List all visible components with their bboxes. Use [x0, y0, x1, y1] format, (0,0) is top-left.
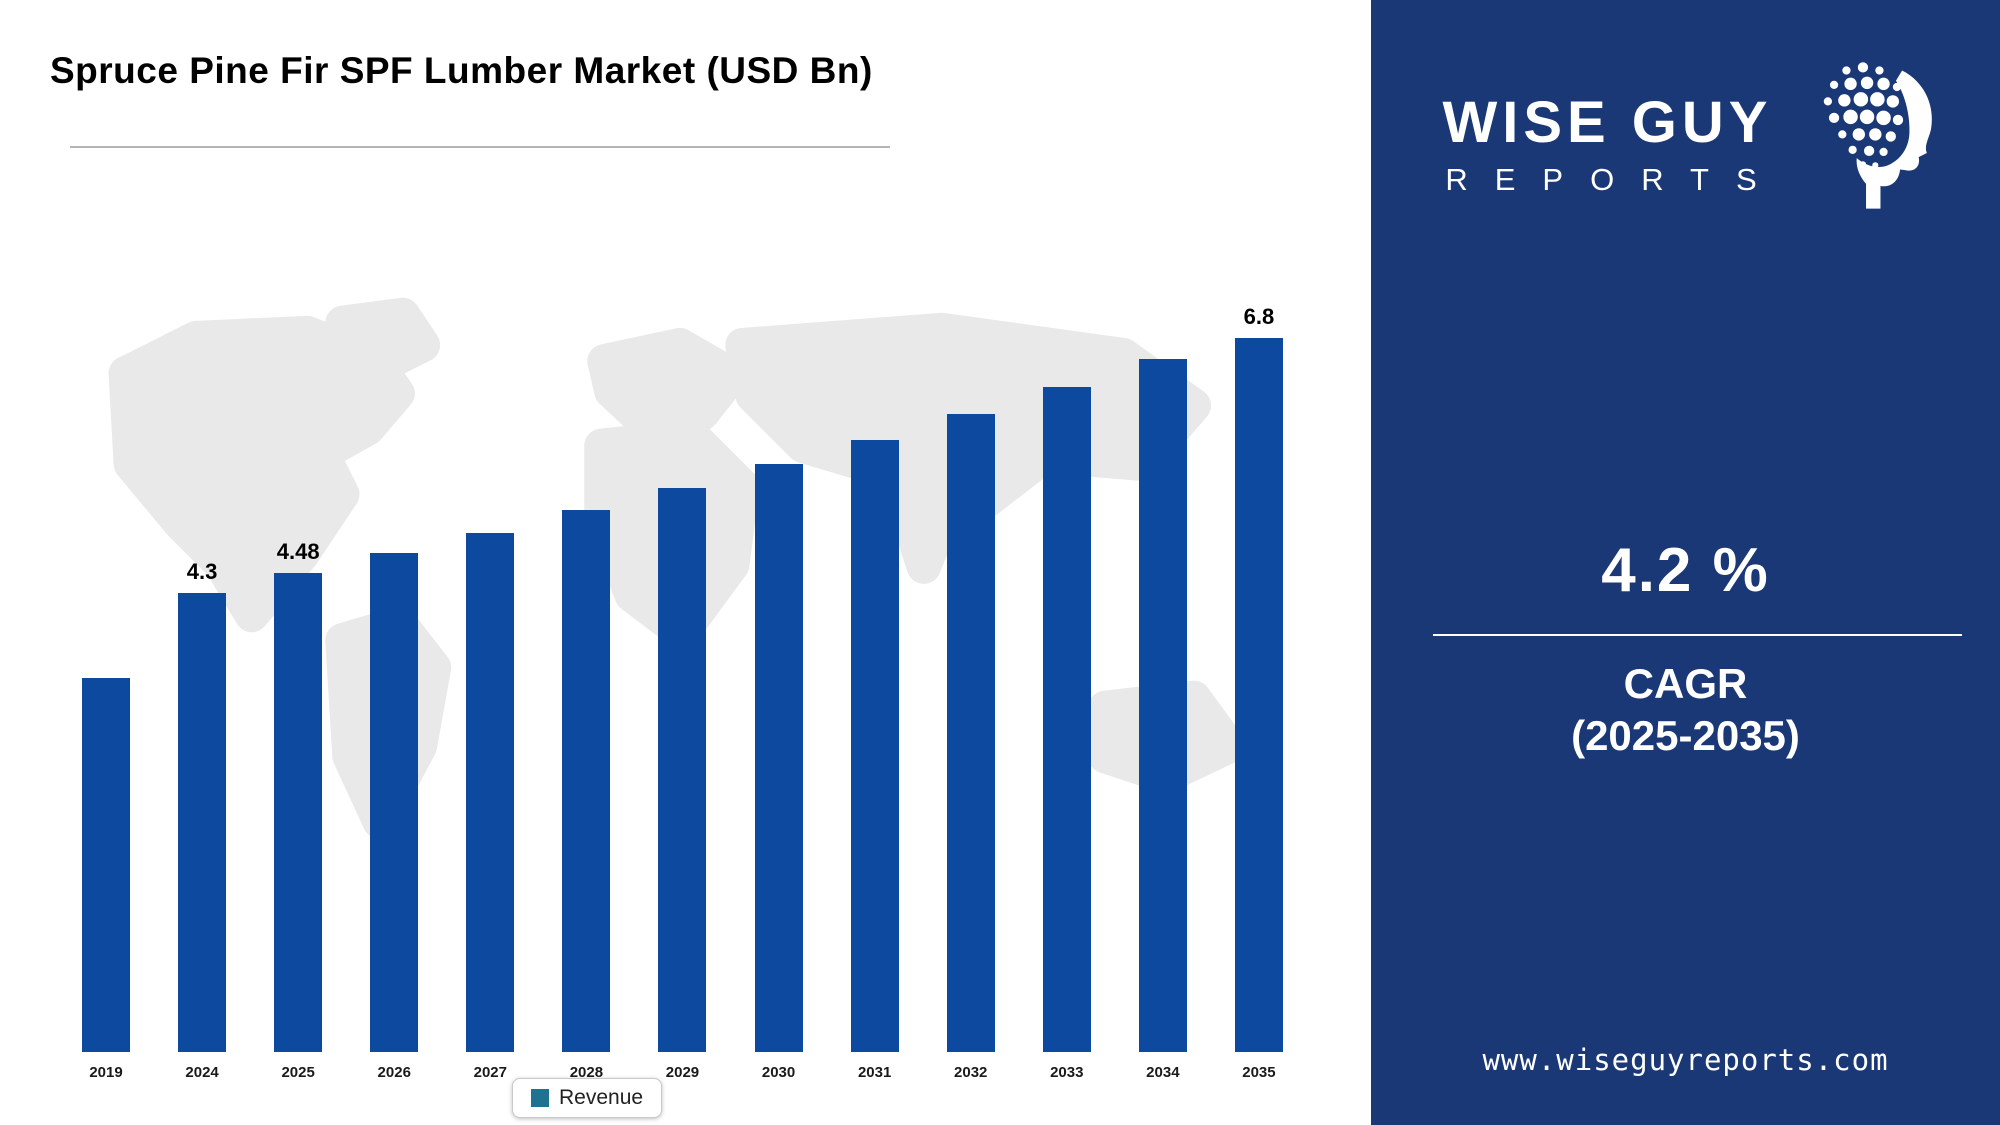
bar-2030 — [754, 464, 803, 1052]
cagr-value: 4.2 % — [1601, 536, 1770, 605]
x-axis-label-2028: 2028 — [569, 1064, 604, 1081]
legend-label-revenue: Revenue — [559, 1086, 644, 1109]
x-axis-label-2029: 2029 — [665, 1064, 700, 1081]
cagr-divider — [1433, 634, 1962, 636]
x-axis-label-2031: 2031 — [857, 1064, 892, 1081]
bar-slot-2035: 6.8 2035 — [1228, 304, 1290, 1081]
bar-slot-2030: 2030 — [748, 304, 810, 1081]
chart-legend: Revenue — [512, 1078, 663, 1118]
website-url: www.wiseguyreports.com — [1482, 1043, 1889, 1077]
cagr-range: (2025-2035) — [1571, 712, 1800, 759]
bar-slot-2025: 4.48 2025 — [267, 304, 329, 1081]
x-axis-label-2025: 2025 — [281, 1064, 315, 1081]
title-divider — [70, 146, 890, 148]
chart-title: Spruce Pine Fir SPF Lumber Market (USD B… — [50, 50, 873, 91]
cagr-panel: WISE GUY REPORTS 4.2 % CAGR (2025-2035) — [1371, 0, 2000, 1125]
x-axis-label-2019: 2019 — [89, 1064, 123, 1081]
bar-slot-2027: 2027 — [459, 304, 521, 1081]
bar-2033 — [1042, 387, 1091, 1052]
bar-value-label-2035: 6.8 — [1243, 304, 1275, 329]
x-axis-label-2024: 2024 — [185, 1064, 219, 1081]
bar-slot-2026: 2026 — [363, 304, 425, 1081]
bar-slot-2019: 2019 — [75, 304, 137, 1081]
bar-2025 — [274, 573, 323, 1052]
bar-2032 — [946, 414, 995, 1052]
bar-value-label-2024: 4.3 — [186, 558, 218, 584]
x-axis-label-2032: 2032 — [954, 1064, 988, 1081]
bar-2024 — [178, 592, 227, 1052]
x-axis-label-2030: 2030 — [761, 1064, 796, 1081]
x-axis-label-2033: 2033 — [1050, 1064, 1084, 1081]
bar-slot-2032: 2032 — [940, 304, 1002, 1081]
dotted-head-icon — [1823, 62, 1932, 209]
logo-text: WISE GUY REPORTS — [1431, 90, 1784, 198]
bar-slot-2024: 4.3 2024 — [171, 304, 233, 1081]
bar-2028 — [562, 510, 611, 1052]
bar-2026 — [370, 552, 419, 1052]
bar-slot-2031: 2031 — [844, 304, 906, 1081]
bar-2027 — [466, 532, 515, 1052]
bar-2034 — [1138, 358, 1187, 1052]
logo-wordmark-line1: WISE GUY — [1442, 90, 1773, 156]
bar-2031 — [850, 439, 899, 1052]
bar-slot-2028: 2028 — [555, 304, 617, 1081]
x-axis-label-2027: 2027 — [473, 1064, 507, 1081]
bar-slot-2033: 2033 — [1036, 304, 1098, 1081]
wise-guy-reports-logo: WISE GUY REPORTS — [1371, 62, 2000, 221]
bar-slot-2034: 2034 — [1132, 304, 1194, 1081]
logo-wordmark-line2: REPORTS — [1445, 161, 1784, 197]
bar-slot-2029: 2029 — [651, 304, 713, 1081]
x-axis-label-2026: 2026 — [377, 1064, 411, 1081]
bar-2029 — [658, 487, 707, 1052]
x-axis-label-2035: 2035 — [1242, 1064, 1276, 1081]
bar-chart: 2019 4.3 2024 4.48 2025 2026 2027 2028 2029 2030 2… — [75, 304, 1290, 1081]
bar-value-label-2025: 4.48 — [276, 539, 320, 565]
x-axis-label-2034: 2034 — [1146, 1064, 1180, 1081]
bar-2019 — [82, 678, 130, 1052]
chart-panel: Spruce Pine Fir SPF Lumber Market (USD B… — [50, 50, 1290, 1118]
legend-swatch-revenue — [531, 1089, 549, 1107]
cagr-label: CAGR — [1623, 660, 1748, 707]
bar-2035 — [1234, 338, 1283, 1052]
